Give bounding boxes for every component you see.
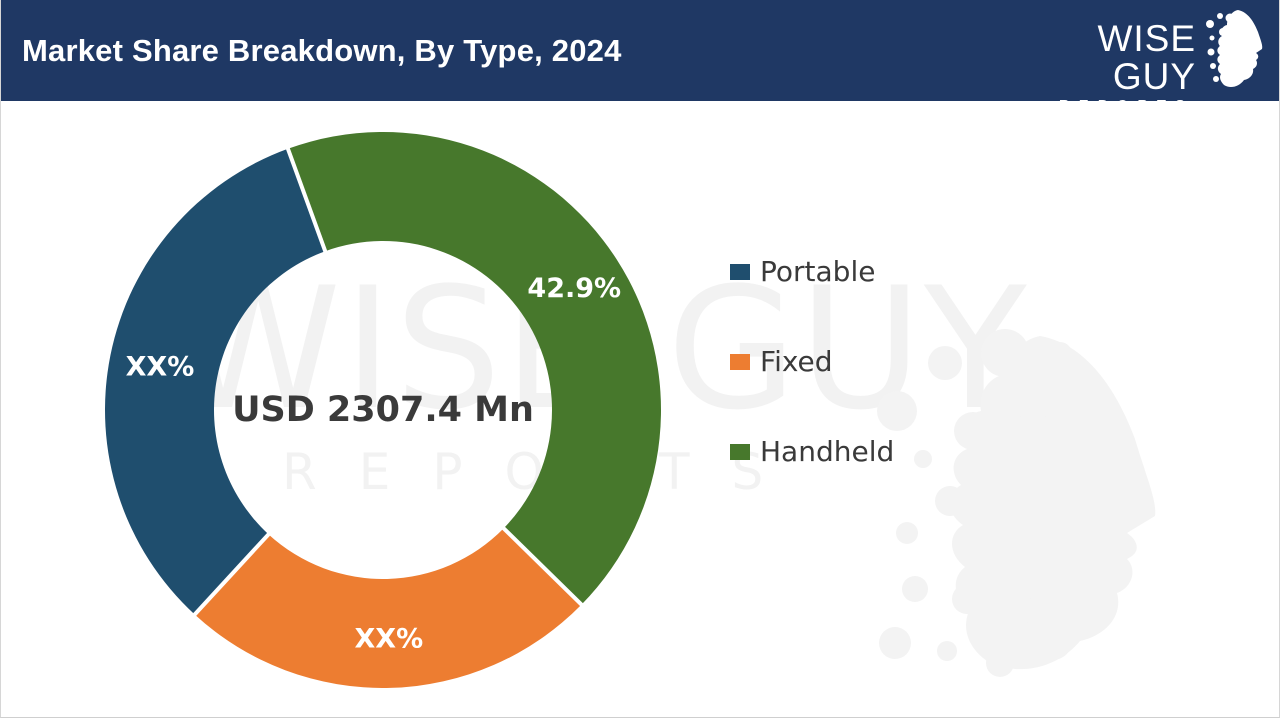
watermark-face-logo xyxy=(877,329,1156,677)
watermark-text-reports: REPORTS xyxy=(282,443,805,501)
legend-item-fixed: Fixed xyxy=(730,345,833,379)
brand-logo-text: WISE GUY REPORTS xyxy=(1016,20,1196,114)
legend-item-handheld: Handheld xyxy=(730,435,894,469)
legend-swatch-fixed xyxy=(730,354,750,370)
donut-segment-handheld xyxy=(287,131,662,605)
legend-label: Fixed xyxy=(760,345,833,378)
donut-segment-fixed xyxy=(194,528,582,688)
header-bar: Market Share Breakdown, By Type, 2024 WI… xyxy=(0,0,1280,114)
donut-segment-portable xyxy=(105,148,326,615)
brand-name: WISE GUY xyxy=(1097,18,1196,97)
legend-item-portable: Portable xyxy=(730,255,875,289)
legend-swatch-handheld xyxy=(730,444,750,460)
donut-chart: 42.9% XX% XX% xyxy=(105,131,662,688)
brand-logo: WISE GUY REPORTS xyxy=(1016,4,1266,114)
legend-label: Portable xyxy=(760,255,876,288)
segment-label-handheld: 42.9% xyxy=(527,273,621,304)
page-title: Market Share Breakdown, By Type, 2024 xyxy=(22,32,622,68)
segment-label-fixed: XX% xyxy=(354,623,423,654)
brand-subname: REPORTS xyxy=(1058,97,1194,114)
segment-separator xyxy=(192,531,272,617)
legend-label: Handheld xyxy=(760,435,895,468)
segment-separator xyxy=(500,525,584,607)
segment-separator xyxy=(285,147,328,254)
segment-label-portable: XX% xyxy=(126,351,195,382)
legend-swatch-portable xyxy=(730,264,750,280)
brand-face-icon xyxy=(1206,10,1263,88)
chart-center-value: USD 2307.4 Mn xyxy=(232,390,534,430)
